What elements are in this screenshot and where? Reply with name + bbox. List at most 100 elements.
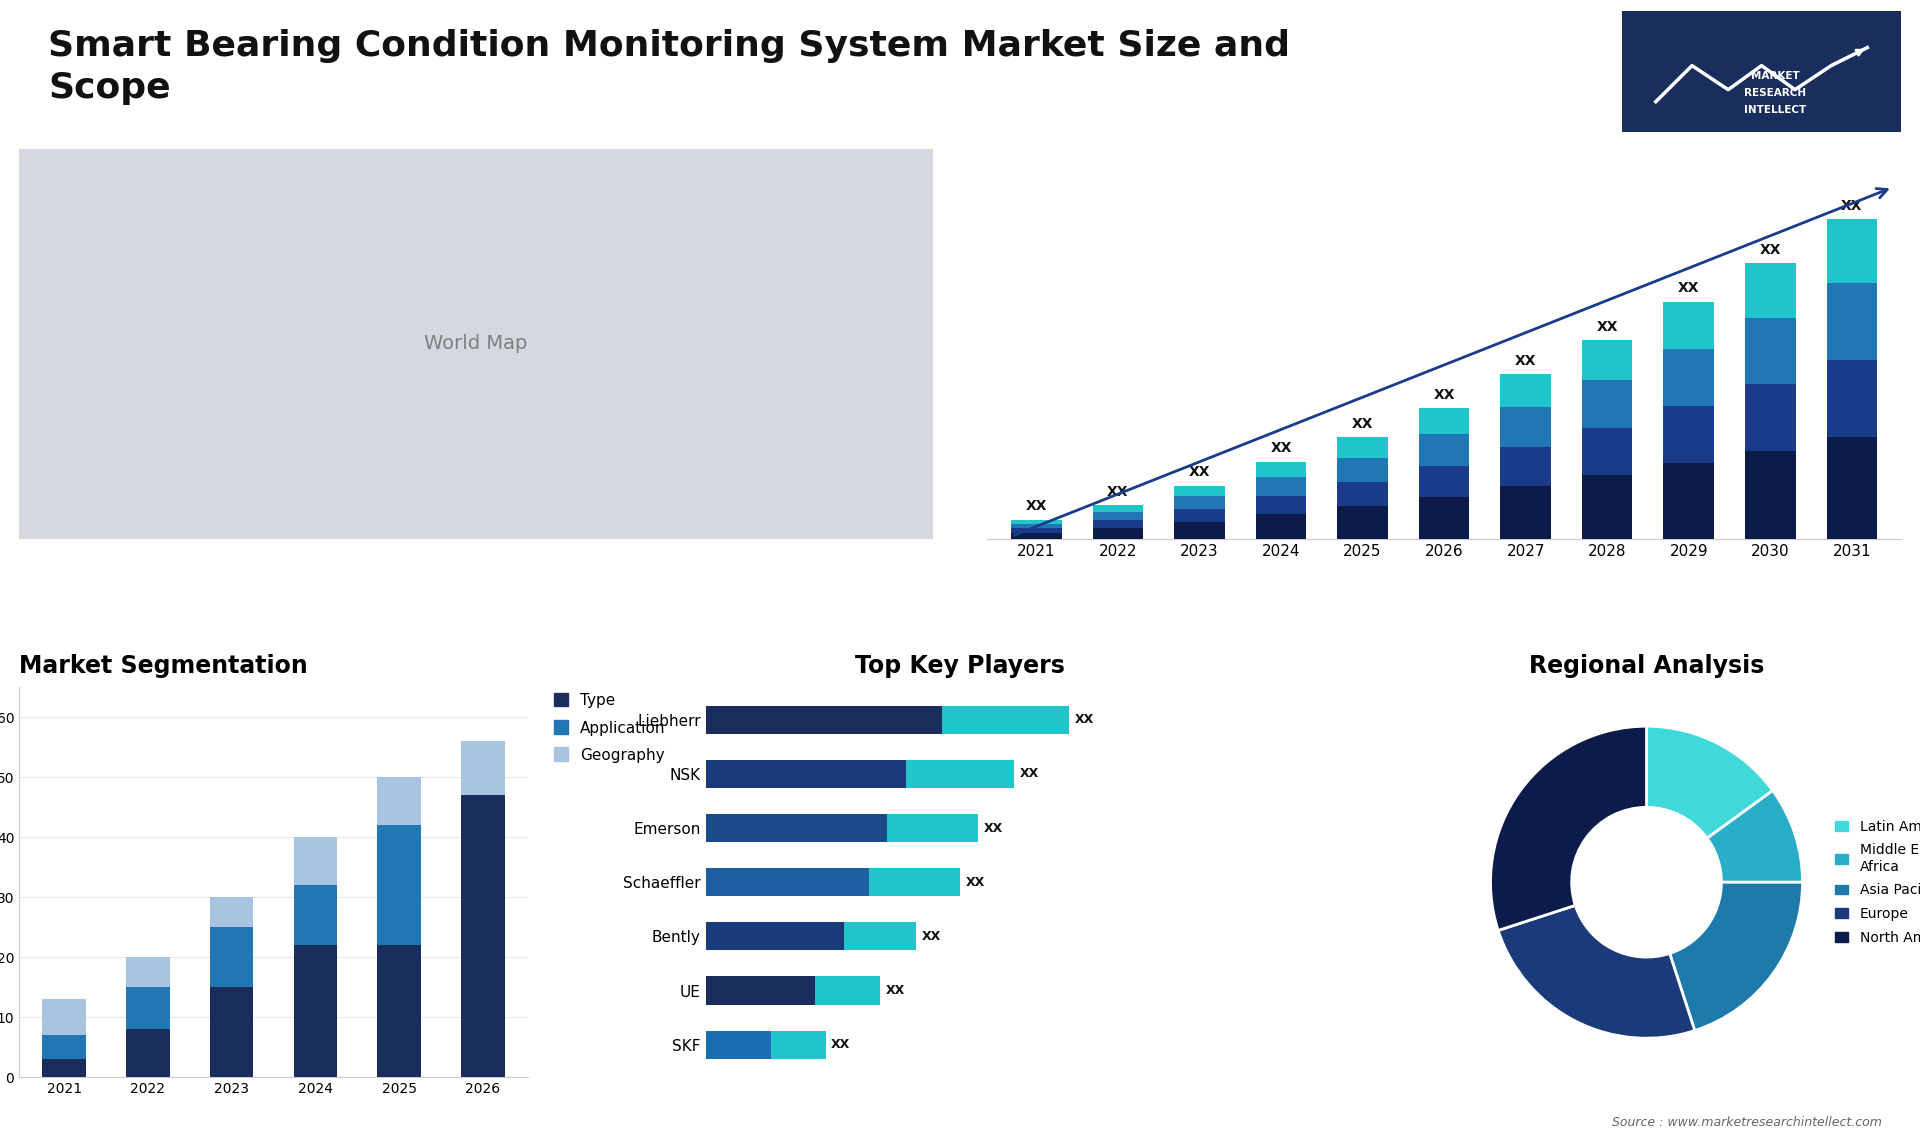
Bar	[1092, 520, 1142, 528]
Bar	[1500, 447, 1551, 486]
Text: Source : www.marketresearchintellect.com: Source : www.marketresearchintellect.com	[1611, 1116, 1882, 1129]
Bar	[1663, 463, 1715, 539]
Bar	[209, 897, 253, 927]
Text: XX: XX	[1108, 485, 1129, 499]
Wedge shape	[1647, 727, 1772, 838]
Bar	[1500, 486, 1551, 539]
Text: XX: XX	[831, 1038, 851, 1051]
Bar	[1336, 438, 1388, 457]
Legend: Type, Application, Geography: Type, Application, Geography	[547, 688, 672, 769]
Bar	[378, 825, 420, 945]
Bar	[1419, 465, 1469, 497]
Text: XX: XX	[966, 876, 985, 889]
Bar	[707, 976, 814, 1005]
Bar	[1419, 408, 1469, 434]
Text: RESEARCH: RESEARCH	[1745, 88, 1807, 99]
Text: World Map: World Map	[424, 335, 528, 353]
Legend: Latin America, Middle East &
Africa, Asia Pacific, Europe, North America: Latin America, Middle East & Africa, Asi…	[1830, 814, 1920, 950]
Bar	[1012, 528, 1062, 533]
Bar	[707, 869, 870, 896]
Bar	[1175, 486, 1225, 496]
Bar	[378, 777, 420, 825]
Text: XX: XX	[885, 984, 904, 997]
Bar	[1663, 350, 1715, 406]
Wedge shape	[1490, 727, 1647, 931]
Text: XX: XX	[1841, 199, 1862, 213]
Text: XX: XX	[1025, 500, 1046, 513]
Bar	[42, 999, 86, 1035]
Bar	[870, 869, 960, 896]
Text: XX: XX	[1352, 417, 1373, 431]
Text: XX: XX	[1515, 354, 1536, 368]
Bar	[1826, 437, 1878, 539]
Bar	[1175, 509, 1225, 521]
Bar	[461, 741, 505, 795]
Bar	[1500, 407, 1551, 447]
Title: Regional Analysis: Regional Analysis	[1528, 654, 1764, 678]
Text: XX: XX	[983, 822, 1002, 834]
Bar	[294, 885, 338, 945]
Bar	[127, 1029, 169, 1077]
Text: XX: XX	[1020, 768, 1039, 780]
Bar	[1336, 457, 1388, 482]
Text: XX: XX	[922, 929, 941, 943]
Bar	[1175, 496, 1225, 509]
Bar	[1582, 380, 1632, 427]
Bar	[1175, 521, 1225, 539]
Bar	[294, 945, 338, 1077]
Bar	[707, 1030, 772, 1059]
Bar	[1012, 524, 1062, 528]
Wedge shape	[1707, 791, 1803, 882]
Bar	[1336, 482, 1388, 507]
Bar	[1826, 219, 1878, 283]
Text: XX: XX	[1271, 441, 1292, 455]
Text: MARKET: MARKET	[1751, 71, 1799, 81]
Bar	[1582, 427, 1632, 476]
Bar	[1012, 533, 1062, 539]
Bar	[1256, 495, 1306, 515]
Bar	[127, 987, 169, 1029]
Bar	[1826, 283, 1878, 360]
Bar	[707, 923, 843, 950]
Bar	[1419, 434, 1469, 465]
Bar	[42, 1059, 86, 1077]
Bar	[943, 706, 1069, 733]
Bar	[1336, 507, 1388, 539]
Bar	[1745, 384, 1795, 450]
Bar	[1256, 477, 1306, 495]
Text: XX: XX	[1759, 243, 1782, 257]
Text: XX: XX	[1075, 713, 1094, 727]
Bar	[461, 795, 505, 1077]
Bar	[772, 1030, 826, 1059]
Bar	[707, 814, 887, 842]
Bar	[1663, 301, 1715, 350]
Bar	[209, 987, 253, 1077]
Bar	[814, 976, 879, 1005]
Bar	[1826, 360, 1878, 437]
Bar	[887, 814, 977, 842]
Bar	[294, 838, 338, 885]
Bar	[1582, 476, 1632, 539]
Title: Top Key Players: Top Key Players	[854, 654, 1066, 678]
Text: INTELLECT: INTELLECT	[1745, 105, 1807, 115]
Bar	[843, 923, 916, 950]
Bar	[1256, 462, 1306, 477]
Bar	[1745, 262, 1795, 319]
Text: XX: XX	[1188, 465, 1210, 479]
Bar	[906, 760, 1014, 788]
Bar	[1419, 497, 1469, 539]
Bar	[1256, 515, 1306, 539]
Bar	[1092, 512, 1142, 520]
Text: Smart Bearing Condition Monitoring System Market Size and
Scope: Smart Bearing Condition Monitoring Syste…	[48, 29, 1290, 104]
Bar	[1500, 375, 1551, 407]
Text: XX: XX	[1434, 387, 1455, 402]
Bar	[1092, 528, 1142, 539]
Bar	[1745, 450, 1795, 539]
Bar	[209, 927, 253, 987]
Bar	[127, 957, 169, 987]
Bar	[1012, 519, 1062, 524]
Bar	[707, 760, 906, 788]
Wedge shape	[1670, 882, 1803, 1030]
Bar	[378, 945, 420, 1077]
Text: XX: XX	[1596, 320, 1619, 333]
